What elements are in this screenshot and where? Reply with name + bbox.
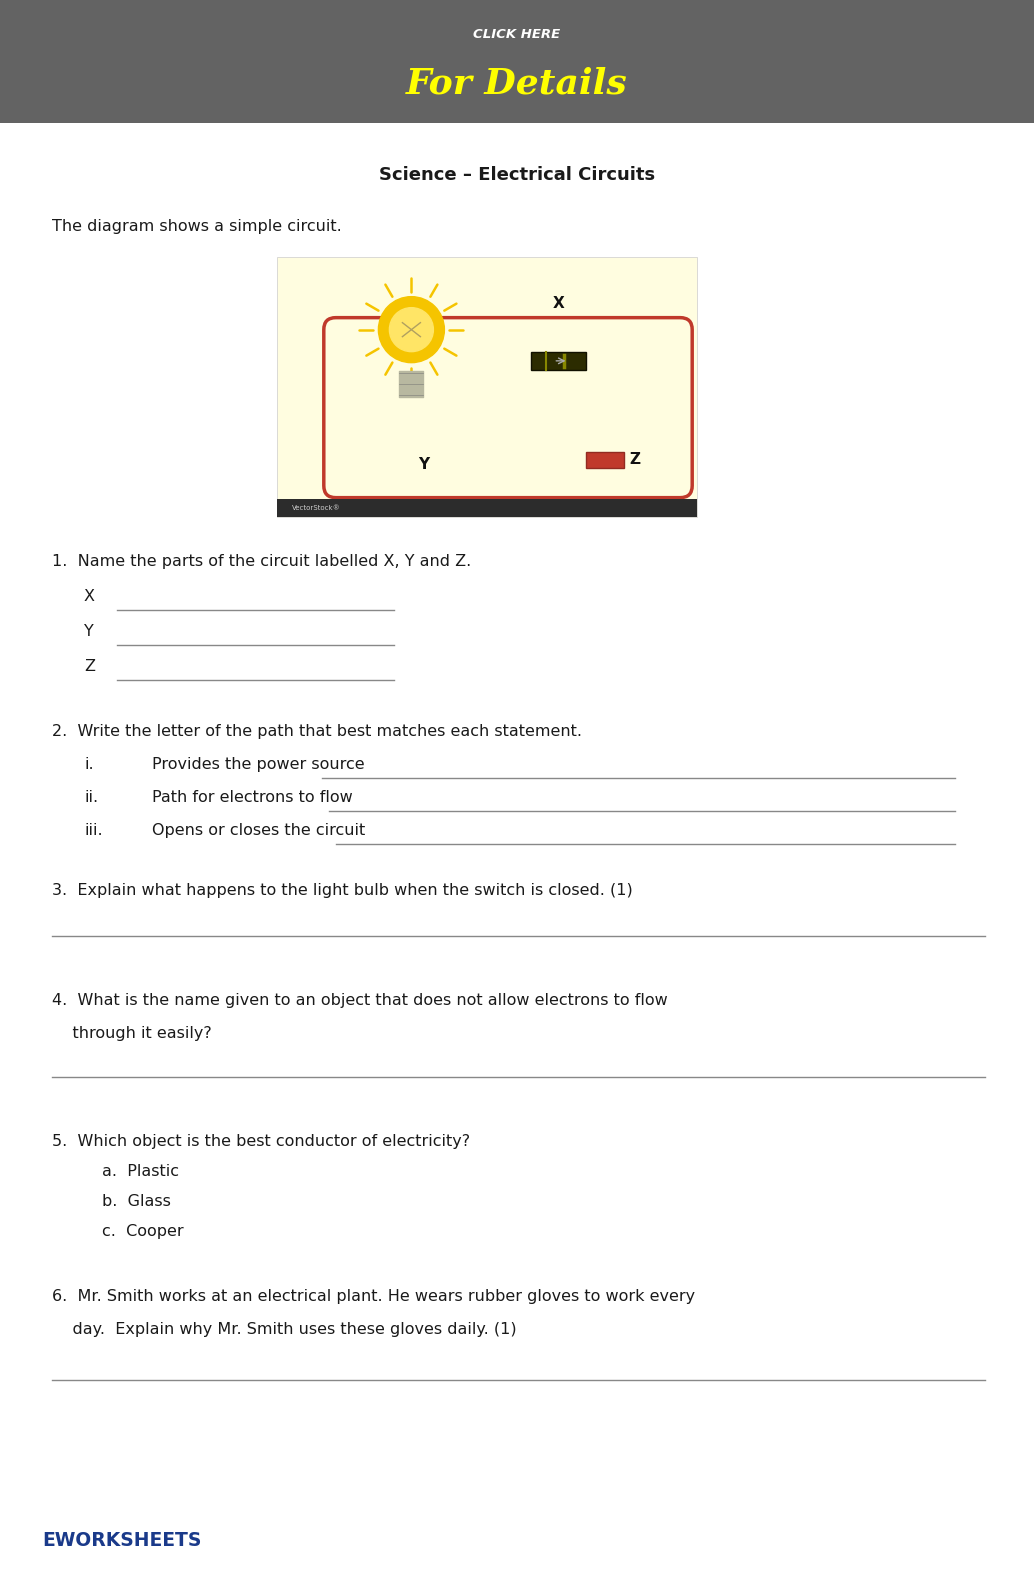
FancyBboxPatch shape — [585, 452, 624, 468]
FancyBboxPatch shape — [277, 257, 697, 517]
Text: Y: Y — [419, 457, 429, 472]
FancyBboxPatch shape — [530, 351, 586, 370]
Text: VectorStock®: VectorStock® — [292, 506, 341, 510]
Circle shape — [390, 307, 433, 351]
Text: 4.  What is the name given to an object that does not allow electrons to flow: 4. What is the name given to an object t… — [52, 994, 668, 1008]
Text: 1.  Name the parts of the circuit labelled X, Y and Z.: 1. Name the parts of the circuit labelle… — [52, 554, 472, 569]
FancyBboxPatch shape — [0, 0, 1034, 123]
Text: 6.  Mr. Smith works at an electrical plant. He wears rubber gloves to work every: 6. Mr. Smith works at an electrical plan… — [52, 1290, 695, 1304]
Text: ii.: ii. — [84, 791, 98, 805]
Text: CLICK HERE: CLICK HERE — [474, 28, 560, 41]
Text: Opens or closes the circuit: Opens or closes the circuit — [152, 824, 365, 838]
Text: X: X — [552, 296, 565, 312]
Text: i.: i. — [84, 758, 94, 772]
Text: a.  Plastic: a. Plastic — [102, 1164, 179, 1180]
Text: Path for electrons to flow: Path for electrons to flow — [152, 791, 353, 805]
FancyBboxPatch shape — [277, 499, 697, 517]
Text: iii.: iii. — [84, 824, 102, 838]
Text: through it easily?: through it easily? — [52, 1027, 212, 1041]
Text: 2.  Write the letter of the path that best matches each statement.: 2. Write the letter of the path that bes… — [52, 724, 582, 739]
Text: day.  Explain why Mr. Smith uses these gloves daily. (1): day. Explain why Mr. Smith uses these gl… — [52, 1323, 517, 1337]
FancyBboxPatch shape — [0, 123, 1034, 1575]
Text: b.  Glass: b. Glass — [102, 1194, 171, 1210]
Text: Science – Electrical Circuits: Science – Electrical Circuits — [378, 165, 656, 184]
Text: EWORKSHEETS: EWORKSHEETS — [42, 1531, 202, 1550]
Text: X: X — [84, 589, 95, 605]
Text: For Details: For Details — [406, 66, 628, 101]
Text: 3.  Explain what happens to the light bulb when the switch is closed. (1): 3. Explain what happens to the light bul… — [52, 884, 633, 898]
Text: 5.  Which object is the best conductor of electricity?: 5. Which object is the best conductor of… — [52, 1134, 470, 1150]
Text: Z: Z — [84, 660, 95, 674]
Text: Z: Z — [629, 452, 640, 468]
Text: Y: Y — [84, 624, 94, 639]
Text: c.  Cooper: c. Cooper — [102, 1224, 184, 1240]
Circle shape — [378, 296, 445, 362]
Text: Provides the power source: Provides the power source — [152, 758, 365, 772]
Text: The diagram shows a simple circuit.: The diagram shows a simple circuit. — [52, 219, 342, 235]
